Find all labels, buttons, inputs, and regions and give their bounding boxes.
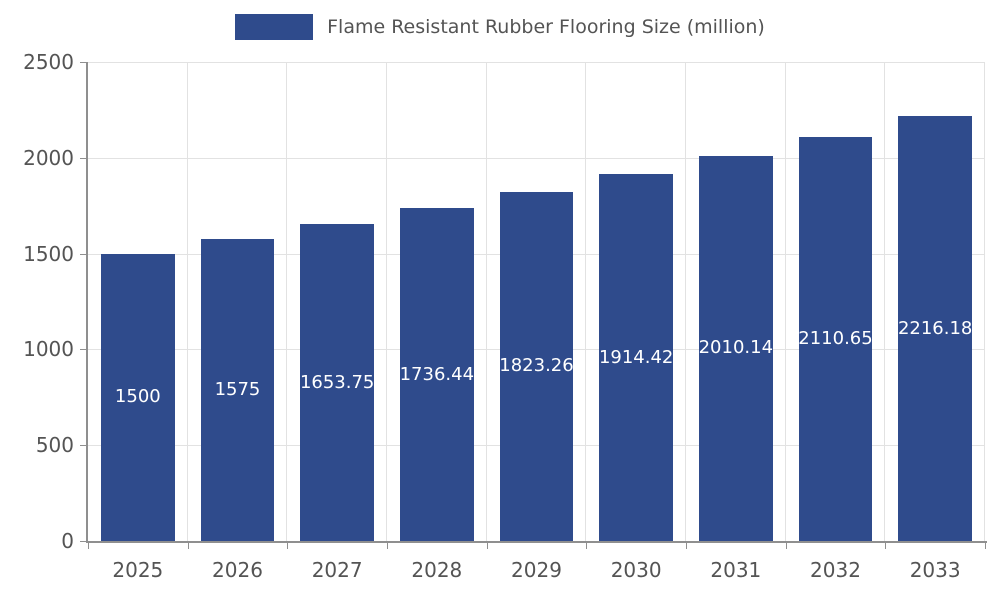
x-axis-tick: [486, 543, 488, 549]
bar-2027: 1653.75: [300, 224, 374, 541]
x-axis-tick-label: 2025: [112, 558, 164, 582]
gridline-horizontal: [88, 157, 985, 159]
x-axis-tick-label: 2028: [411, 558, 463, 582]
bar-2028: 1736.44: [400, 208, 474, 541]
x-axis-tick: [885, 543, 887, 549]
x-axis-tick: [187, 543, 189, 549]
x-axis-tick: [686, 543, 687, 549]
y-axis-tick-label: 2000: [23, 145, 74, 170]
x-axis-tick: [985, 543, 986, 549]
gridline-vertical: [186, 62, 188, 541]
bar-2033: 2216.18: [898, 116, 972, 541]
y-axis-line: [86, 62, 88, 543]
y-axis-tick-label: 1500: [23, 241, 74, 266]
bar-value-label: 2216.18: [897, 317, 973, 339]
y-axis-tick-label: 2500: [23, 50, 74, 74]
x-axis-tick-label: 2031: [710, 558, 762, 582]
bar-2032: 2110.65: [798, 136, 873, 541]
y-axis-tick-label: 1000: [23, 337, 74, 362]
bar-value-label: 1914.42: [598, 346, 674, 368]
x-axis-tick-label: 2033: [909, 558, 961, 582]
x-axis-tick-label: 2030: [610, 558, 662, 582]
y-axis-tick: [80, 157, 86, 159]
x-axis-tick-label: 2027: [311, 558, 363, 582]
y-axis-tick-label: 0: [61, 529, 74, 553]
x-axis-tick: [586, 543, 588, 549]
bar-value-label: 1823.26: [499, 355, 574, 377]
bar-2029: 1823.26: [499, 191, 574, 541]
x-axis-tick: [785, 543, 787, 549]
gridline-vertical: [286, 62, 288, 541]
x-axis-tick: [387, 543, 388, 549]
gridline-vertical: [386, 62, 387, 541]
bar-value-label: 1653.75: [299, 371, 375, 393]
y-axis-tick: [80, 541, 86, 542]
bar-value-label: 1500: [114, 386, 161, 408]
gridline-vertical: [585, 62, 587, 541]
gridline-vertical: [685, 62, 686, 541]
y-axis-tick: [80, 445, 86, 447]
bar-2031: 2010.14: [698, 155, 774, 541]
gridline-vertical: [784, 62, 786, 541]
x-axis-tick-label: 2029: [511, 558, 562, 582]
gridline-vertical: [884, 62, 886, 541]
bar-value-label: 1575: [214, 379, 261, 401]
x-axis-tick-label: 2032: [810, 558, 861, 582]
x-axis-tick: [88, 543, 89, 549]
x-axis-tick-label: 2026: [212, 558, 263, 582]
y-axis-tick: [80, 349, 86, 351]
bar-value-label: 2010.14: [698, 337, 774, 359]
bar-2025: 1500: [100, 253, 175, 541]
bar-value-label: 1736.44: [399, 363, 475, 385]
legend-label[interactable]: Flame Resistant Rubber Flooring Size (mi…: [327, 16, 765, 38]
y-axis-tick-label: 500: [35, 433, 74, 458]
plot-area: 1500 1575 1653.75 1736.44 1823.26 1914.42 2010…: [88, 62, 985, 541]
legend-swatch[interactable]: [235, 14, 314, 40]
bar-2030: 1914.42: [599, 174, 673, 541]
y-axis-tick: [80, 253, 86, 255]
y-axis-tick: [80, 62, 86, 63]
x-axis-tick: [287, 543, 289, 549]
bar-value-label: 2110.65: [798, 327, 873, 349]
gridline-vertical: [984, 62, 985, 541]
legend[interactable]: Flame Resistant Rubber Flooring Size (mi…: [0, 14, 1000, 40]
x-axis-line: [86, 541, 987, 543]
gridline-vertical: [485, 62, 487, 541]
gridline-horizontal: [88, 62, 985, 63]
bar-2026: 1575: [200, 239, 275, 541]
